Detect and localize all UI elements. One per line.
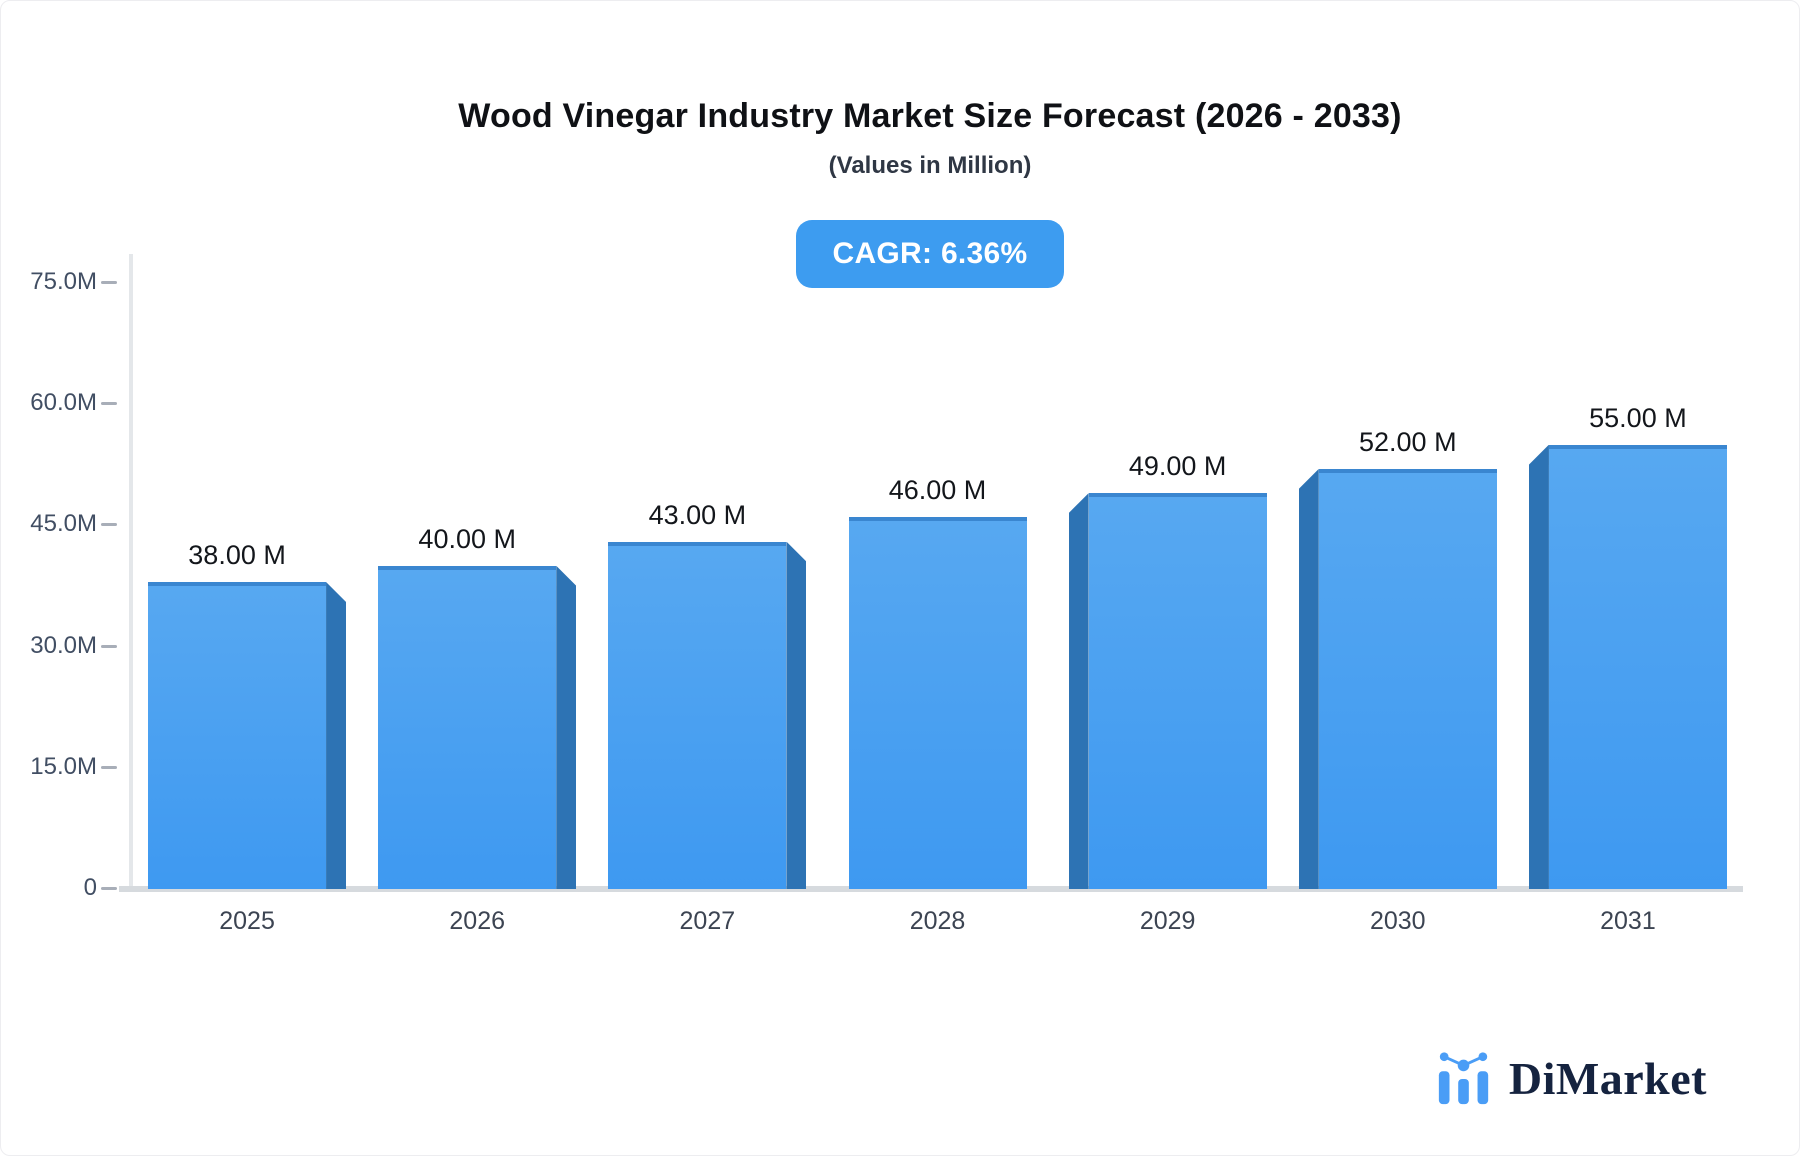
y-tick-mark bbox=[101, 402, 117, 406]
bar-side-facet bbox=[786, 541, 807, 889]
x-axis-baseline bbox=[119, 886, 1743, 892]
x-axis-label-2029: 2029 bbox=[1139, 907, 1196, 935]
bar-2029[interactable] bbox=[1088, 493, 1267, 889]
bar-2025[interactable] bbox=[148, 581, 327, 889]
y-tick-label: 60.0M bbox=[30, 389, 97, 417]
bar-value-label: 38.00 M bbox=[188, 539, 286, 570]
bar-2026[interactable] bbox=[378, 565, 557, 889]
bar-value-label: 43.00 M bbox=[648, 499, 747, 530]
y-tick-mark bbox=[101, 887, 117, 890]
chart-header: Wood Vinegar Industry Market Size Foreca… bbox=[1, 1, 1799, 288]
bar-value-label: 55.00 M bbox=[1589, 402, 1687, 433]
bar-2031[interactable] bbox=[1548, 444, 1727, 889]
x-axis-label-2030: 2030 bbox=[1369, 907, 1426, 935]
bar-value-label: 49.00 M bbox=[1128, 451, 1227, 482]
bar-side-facet bbox=[326, 581, 347, 889]
x-axis-label-2026: 2026 bbox=[449, 907, 506, 935]
chart-title: Wood Vinegar Industry Market Size Foreca… bbox=[458, 97, 1402, 135]
y-tick-mark bbox=[101, 281, 117, 284]
bar-side-facet bbox=[1528, 444, 1549, 889]
bar-value-label: 40.00 M bbox=[418, 523, 516, 554]
y-tick-label: 75.0M bbox=[30, 268, 97, 295]
bar-side-facet bbox=[556, 565, 577, 889]
dimarket-logo: DiMarket bbox=[1435, 1049, 1707, 1107]
y-tick-mark bbox=[101, 765, 117, 769]
y-tick-label: 30.0M bbox=[30, 631, 97, 659]
y-tick-label: 0 bbox=[83, 874, 97, 901]
y-tick-label: 45.0M bbox=[30, 510, 97, 538]
y-tick-mark bbox=[101, 644, 117, 648]
bar-2027[interactable] bbox=[608, 541, 787, 889]
bar-2030[interactable] bbox=[1318, 468, 1497, 889]
bar-side-facet bbox=[1068, 493, 1089, 889]
dimarket-logo-text: DiMarket bbox=[1508, 1052, 1707, 1104]
x-axis-label-2025: 2025 bbox=[219, 907, 275, 935]
bar-value-label: 46.00 M bbox=[888, 475, 987, 506]
y-tick-mark bbox=[101, 523, 117, 527]
chart-subtitle: (Values in Million) bbox=[828, 152, 1032, 179]
bar-line-chart-icon bbox=[1438, 1052, 1489, 1105]
x-axis-label-2031: 2031 bbox=[1600, 907, 1656, 935]
x-axis-label-2028: 2028 bbox=[909, 907, 966, 935]
bar-value-label: 52.00 M bbox=[1359, 426, 1457, 457]
bar-side-facet bbox=[1298, 468, 1319, 889]
y-tick-label: 15.0M bbox=[30, 752, 97, 780]
x-axis-label-2027: 2027 bbox=[679, 907, 736, 935]
bar-2028[interactable] bbox=[848, 517, 1027, 889]
cagr-badge: CAGR: 6.36% bbox=[796, 220, 1064, 288]
y-axis-line bbox=[129, 254, 133, 889]
